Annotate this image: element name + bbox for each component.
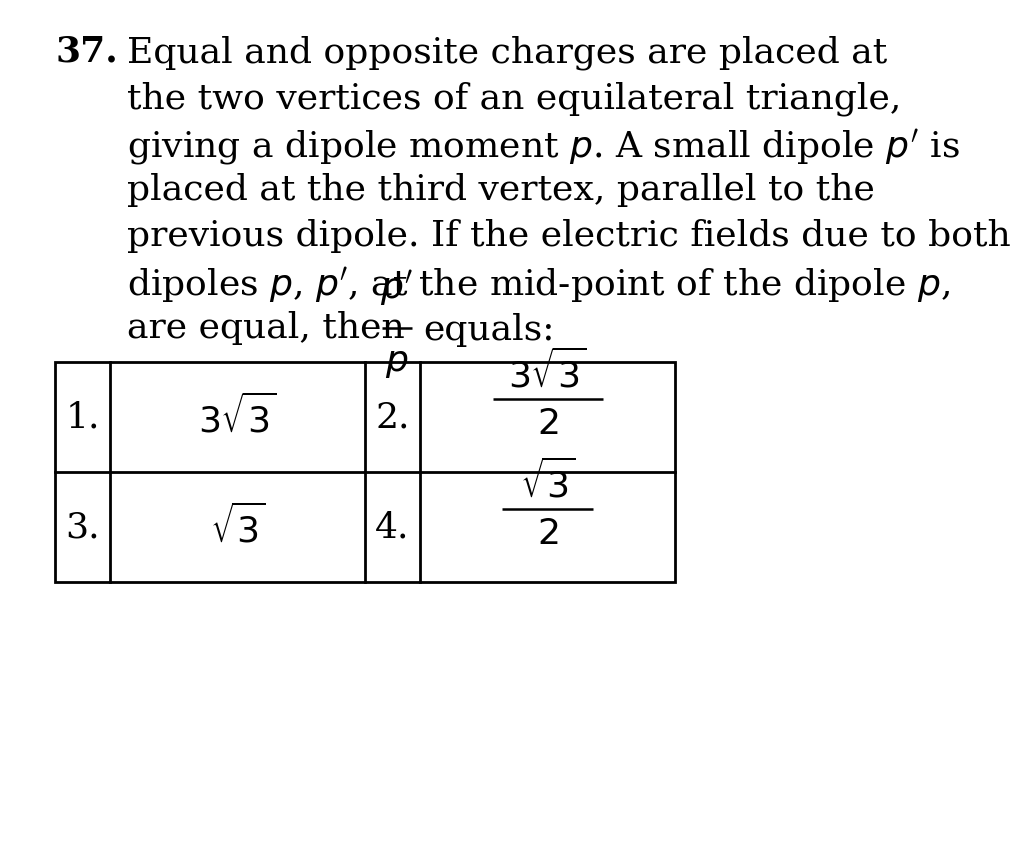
Text: 2.: 2. [375, 400, 410, 434]
Text: 37.: 37. [55, 35, 118, 69]
Text: are equal, then: are equal, then [127, 311, 404, 345]
Text: $2$: $2$ [537, 517, 558, 551]
Text: $3\sqrt{3}$: $3\sqrt{3}$ [198, 394, 276, 440]
Text: $\sqrt{3}$: $\sqrt{3}$ [210, 505, 265, 550]
Text: $2$: $2$ [537, 407, 558, 441]
Text: dipoles $p$, $p'$, at the mid-point of the dipole $p$,: dipoles $p$, $p'$, at the mid-point of t… [127, 265, 950, 304]
Text: the two vertices of an equilateral triangle,: the two vertices of an equilateral trian… [127, 81, 901, 115]
Text: placed at the third vertex, parallel to the: placed at the third vertex, parallel to … [127, 173, 874, 207]
Text: previous dipole. If the electric fields due to both: previous dipole. If the electric fields … [127, 219, 1011, 253]
Text: 1.: 1. [66, 400, 99, 434]
Text: $p$: $p$ [385, 346, 409, 380]
Text: $p'$: $p'$ [380, 268, 414, 309]
Text: $\sqrt{3}$: $\sqrt{3}$ [519, 458, 575, 504]
Text: 3.: 3. [66, 510, 99, 544]
Bar [55, 362, 675, 582]
Text: Equal and opposite charges are placed at: Equal and opposite charges are placed at [127, 35, 887, 70]
Text: equals:: equals: [423, 314, 555, 347]
Text: 4.: 4. [375, 510, 410, 544]
Text: $3\sqrt{3}$: $3\sqrt{3}$ [508, 349, 587, 394]
Text: giving a dipole moment $p$. A small dipole $p'$ is: giving a dipole moment $p$. A small dipo… [127, 127, 959, 167]
